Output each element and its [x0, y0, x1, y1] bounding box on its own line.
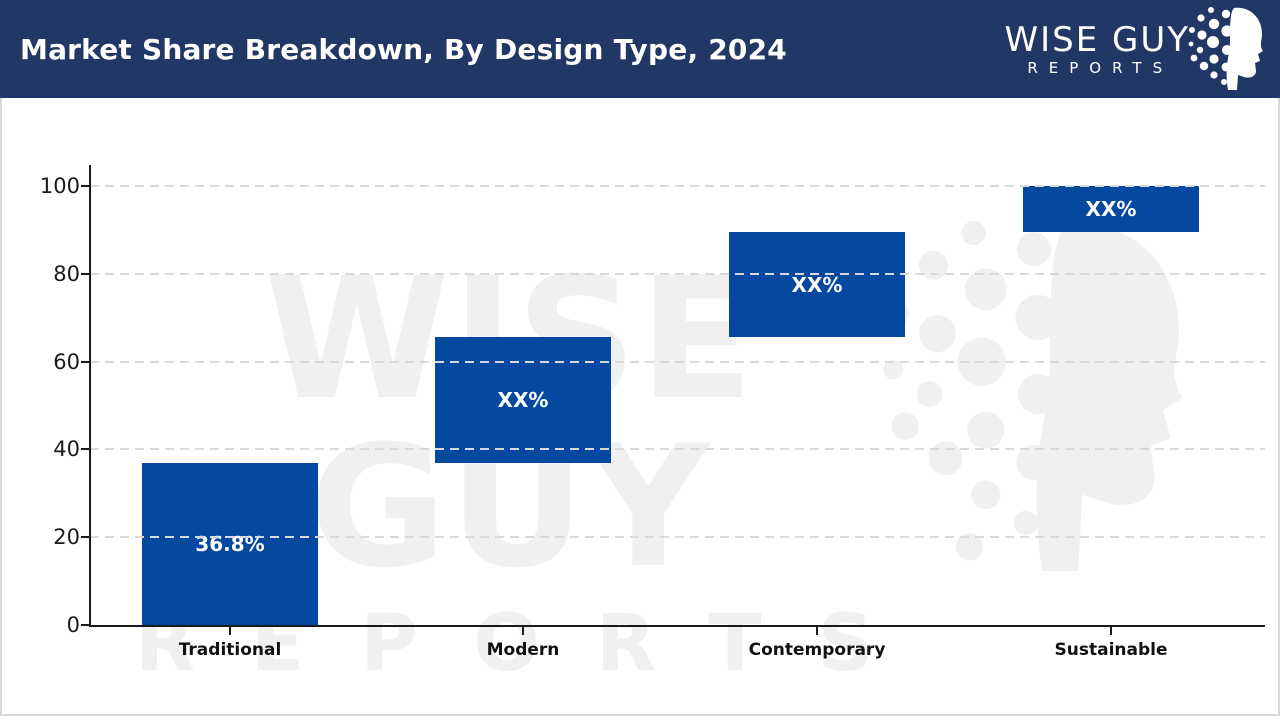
header-bar: Market Share Breakdown, By Design Type, …	[0, 0, 1280, 98]
gridline	[90, 536, 1265, 539]
y-tick-mark	[81, 536, 90, 539]
y-axis-line	[89, 165, 91, 627]
bar-value-label: XX%	[497, 388, 549, 413]
right-border	[1278, 98, 1280, 716]
x-tick-mark	[1110, 627, 1112, 635]
y-tick-mark	[81, 624, 90, 626]
x-axis-label-modern: Modern	[486, 640, 560, 660]
y-tick-mark	[81, 448, 90, 451]
gridline	[90, 448, 1265, 451]
bar-value-label: XX%	[791, 272, 843, 297]
bar-value-label: XX%	[1085, 197, 1137, 222]
y-tick-label: 100	[39, 174, 80, 198]
logo-head-icon	[1188, 7, 1263, 91]
y-tick-label: 40	[53, 437, 80, 462]
y-tick-mark	[81, 185, 90, 187]
bottom-border	[0, 714, 1280, 716]
left-border	[0, 98, 2, 716]
y-tick-mark	[81, 272, 90, 275]
page-title: Market Share Breakdown, By Design Type, …	[20, 32, 787, 66]
x-axis-label-sustainable: Sustainable	[1054, 640, 1168, 660]
y-tick-label: 60	[53, 349, 80, 374]
gridline	[90, 360, 1265, 363]
y-tick-label: 80	[53, 261, 80, 286]
x-axis-line	[89, 625, 1265, 627]
x-tick-mark	[229, 627, 231, 635]
watermark-text: WISE GUY REPORTS	[115, 255, 905, 683]
gridline	[90, 185, 1265, 187]
wise-guy-logo: WISE GUY REPORTS	[1004, 4, 1266, 94]
logo-text: WISE GUY REPORTS	[1004, 23, 1190, 76]
logo-subtitle: REPORTS	[1027, 58, 1174, 77]
x-tick-mark	[816, 627, 818, 635]
y-tick-label: 20	[53, 525, 80, 550]
x-axis-label-contemporary: Contemporary	[748, 640, 886, 660]
x-axis-label-traditional: Traditional	[178, 640, 282, 660]
gridline	[90, 272, 1265, 275]
y-tick-mark	[81, 360, 90, 363]
watermark-head-graphic	[883, 220, 1183, 572]
logo-wordmark: WISE GUY	[1004, 19, 1190, 60]
watermark-line1: WISE GUY	[264, 255, 754, 605]
bar-traditional: 36.8%	[142, 463, 318, 625]
x-tick-mark	[522, 627, 524, 635]
bar-sustainable: XX%	[1023, 186, 1199, 233]
y-tick-label: 0	[66, 613, 80, 637]
bar-contemporary: XX%	[729, 232, 905, 338]
bar-modern: XX%	[435, 337, 611, 464]
